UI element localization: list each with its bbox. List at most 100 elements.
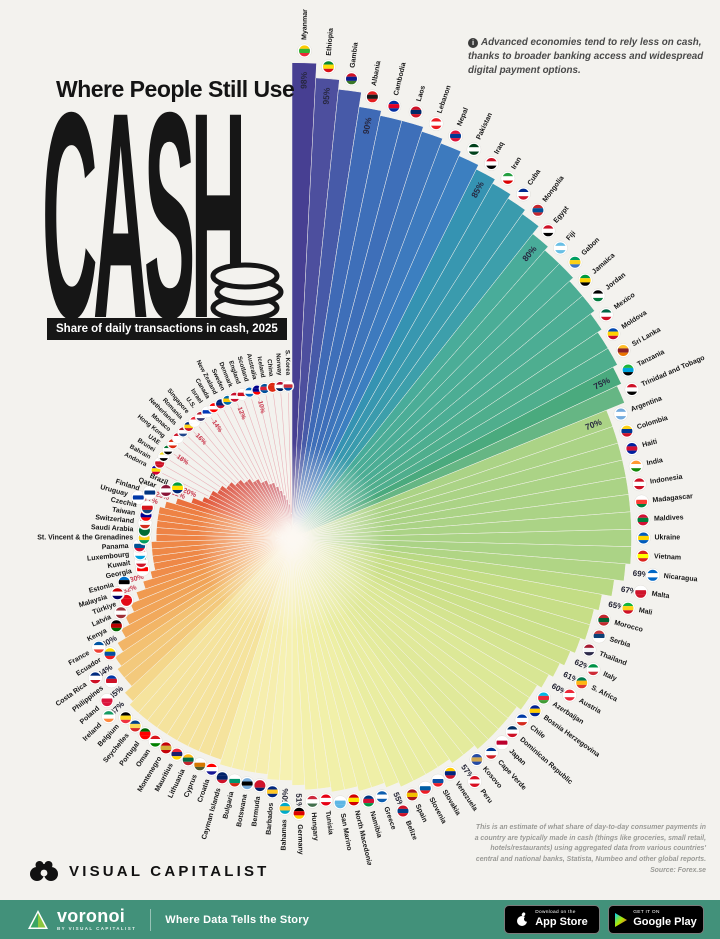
country-label: Mongolia	[542, 175, 566, 204]
binoculars-icon	[30, 861, 58, 881]
leader-line	[173, 453, 221, 488]
flag-icon	[631, 476, 647, 492]
info-icon: i	[468, 38, 478, 48]
flag-icon	[395, 803, 411, 819]
flag-icon	[142, 485, 158, 500]
flag-icon	[620, 362, 636, 378]
apple-icon	[517, 912, 530, 926]
country-label: India	[646, 457, 664, 467]
leader-line	[178, 447, 227, 487]
flag-icon	[636, 530, 651, 546]
country-label: Cuba	[527, 168, 543, 187]
voronoi-logo: voronoi BY VISUAL CAPITALIST	[26, 907, 136, 932]
country-label: Moldova	[621, 310, 649, 331]
country-label: North Macedonia	[353, 810, 373, 865]
country-label: Haiti	[642, 438, 659, 449]
country-label: Austria	[577, 697, 602, 715]
app-store-big-text: App Store	[535, 916, 588, 929]
country-label: Bulgaria	[222, 791, 235, 820]
country-label: Slovakia	[441, 789, 462, 817]
country-wedge	[291, 263, 574, 539]
country-label: Thailand	[598, 651, 627, 668]
flag-icon	[180, 752, 196, 768]
country-label: Taiwan	[112, 507, 136, 518]
flag-icon	[613, 406, 629, 422]
flag-icon	[469, 752, 485, 767]
country-label: Jordan	[605, 272, 628, 292]
country-label: Jamaica	[591, 252, 616, 276]
flag-icon	[318, 792, 334, 808]
leader-line	[288, 392, 292, 513]
leader-line	[244, 400, 273, 483]
percent-label: 90%	[361, 116, 374, 135]
country-wedge	[291, 313, 603, 539]
flag-icon	[633, 584, 649, 600]
percent-label: 12%	[236, 406, 247, 421]
flag-icon	[448, 128, 463, 144]
flag-icon	[277, 801, 293, 816]
country-label: Fiji	[565, 230, 577, 242]
country-label: Barbados	[266, 802, 275, 835]
leader-line	[162, 472, 209, 497]
leader-line	[265, 395, 285, 495]
country-label: China	[265, 359, 274, 378]
leader-line	[210, 417, 254, 481]
leader-line	[188, 436, 236, 484]
flag-icon	[99, 693, 115, 708]
flag-icon	[574, 675, 590, 691]
flag-icon	[484, 156, 499, 171]
flag-icon	[265, 784, 280, 800]
leader-line	[169, 459, 218, 491]
flag-icon	[483, 745, 499, 761]
country-label: Germany	[296, 824, 304, 855]
flag-icon	[645, 567, 661, 583]
percent-label: 50%	[281, 788, 290, 804]
percent-label: 30%	[129, 574, 145, 585]
country-label: Gambia	[349, 42, 359, 68]
country-label: Gabon	[580, 237, 601, 257]
country-label: Hungary	[310, 812, 319, 841]
leader-line	[230, 406, 266, 481]
page-title: CASH	[42, 52, 246, 381]
google-play-small-text: GET IT ON	[633, 909, 660, 915]
country-label: Panama	[102, 543, 129, 551]
flag-icon	[140, 500, 155, 516]
flag-icon	[530, 203, 546, 218]
country-label: S. Africa	[590, 685, 618, 704]
leader-line	[273, 394, 288, 499]
advanced-economies-note: i Advanced economies tend to rely less on…	[468, 36, 708, 79]
flag-icon	[540, 223, 556, 239]
country-label: Nicaragua	[663, 573, 697, 583]
leader-line	[217, 413, 257, 480]
leader-line	[280, 393, 290, 504]
footer-divider	[150, 908, 152, 931]
flag-icon	[346, 792, 362, 808]
country-label: Ethiopia	[326, 28, 335, 56]
leader-line	[165, 466, 212, 493]
flag-icon	[227, 773, 242, 789]
flag-icon	[101, 709, 116, 724]
country-label: Peru	[479, 788, 494, 805]
app-store-badge[interactable]: Download on the App Store	[504, 905, 600, 934]
country-label: San Marino	[339, 813, 353, 851]
percent-label: 98%	[299, 71, 309, 89]
source-note: This is an estimate of what share of day…	[474, 824, 706, 874]
leader-line	[204, 421, 248, 480]
country-label: Vietnam	[654, 553, 681, 561]
country-label: Lebanon	[436, 84, 452, 114]
percent-label: 67%	[620, 585, 637, 596]
country-label: Madagascar	[652, 493, 693, 504]
country-label: Mali	[638, 607, 653, 617]
country-label: Laos	[416, 85, 427, 103]
country-label: Spain	[414, 803, 428, 823]
flag-icon	[365, 89, 380, 105]
percent-label: 10%	[256, 400, 266, 414]
country-wedge	[291, 168, 496, 539]
country-label: Iraq	[494, 141, 506, 156]
flag-icon	[158, 740, 174, 756]
country-label: Ukraine	[655, 535, 681, 542]
google-play-badge[interactable]: GET IT ON Google Play	[608, 905, 704, 934]
country-label: Bahamas	[280, 819, 288, 850]
percent-label: 22%	[170, 489, 186, 501]
country-label: Saudi Arabia	[91, 524, 134, 533]
